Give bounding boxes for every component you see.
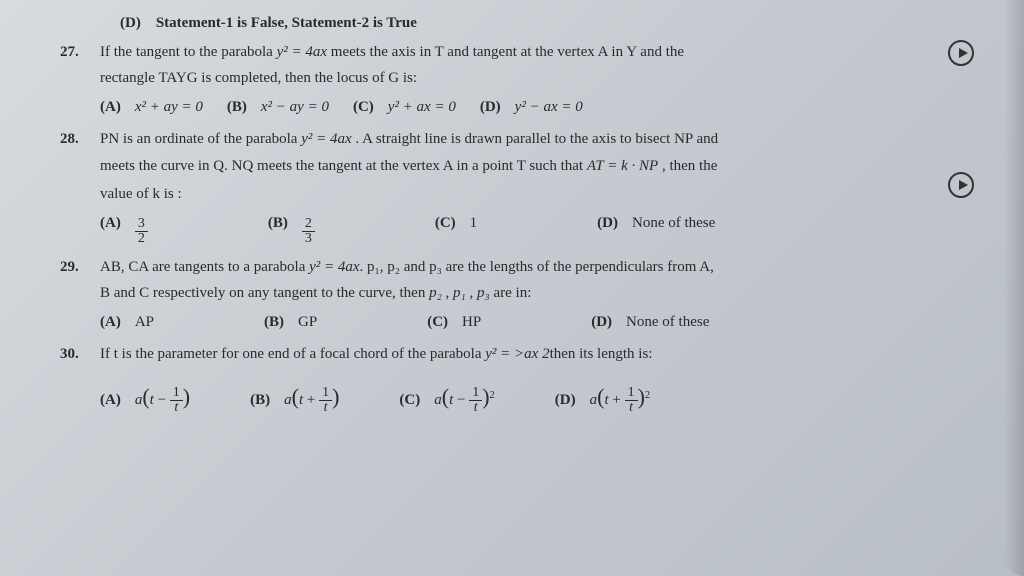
- option-b: (B)x² − ay = 0: [227, 96, 329, 119]
- option-a: (A)x² + ay = 0: [100, 96, 203, 119]
- fraction: 23: [302, 217, 315, 246]
- option-b: (B)GP: [264, 311, 317, 334]
- play-icon: [948, 40, 974, 66]
- opt-label: (D): [120, 15, 141, 31]
- opt-text: Statement-1 is False, Statement-2 is Tru…: [156, 15, 417, 31]
- question-text: If the tangent to the parabola y² = 4ax …: [100, 41, 984, 64]
- option-c: (C)y² + ax = 0: [353, 96, 456, 119]
- math-expr: a(t − 1t)2: [434, 380, 495, 415]
- option-a: (A) a(t − 1t): [100, 380, 190, 415]
- question-29-options: (A)AP (B)GP (C)HP (D)None of these: [100, 311, 984, 334]
- question-text: If t is the parameter for one end of a f…: [100, 343, 984, 366]
- option-d: (D)y² − ax = 0: [480, 96, 583, 119]
- option-b: (B) a(t + 1t): [250, 380, 339, 415]
- question-27-cont: rectangle TAYG is completed, then the lo…: [100, 67, 984, 90]
- question-29: 29. AB, CA are tangents to a parabola y²…: [60, 256, 984, 279]
- question-number: 29.: [60, 256, 100, 279]
- question-28-cont2: value of k is :: [100, 183, 984, 206]
- question-number: 27.: [60, 41, 100, 64]
- question-27-options: (A)x² + ay = 0 (B)x² − ay = 0 (C)y² + ax…: [100, 96, 984, 119]
- option-b: (B) 23: [268, 212, 315, 246]
- question-text: PN is an ordinate of the parabola y² = 4…: [100, 128, 984, 151]
- option-d: (D)None of these: [597, 212, 715, 246]
- exam-page: (D) Statement-1 is False, Statement-2 is…: [60, 12, 984, 415]
- question-30: 30. If t is the parameter for one end of…: [60, 343, 984, 366]
- option-d: (D) a(t + 1t)2: [555, 380, 650, 415]
- option-c: (C) a(t − 1t)2: [399, 380, 494, 415]
- question-28-cont: meets the curve in Q. NQ meets the tange…: [100, 155, 984, 178]
- math-expr: a(t + 1t)2: [590, 380, 651, 415]
- question-number: 30.: [60, 343, 100, 366]
- option-d: (D)None of these: [591, 311, 709, 334]
- option-c: (C)HP: [427, 311, 481, 334]
- question-29-cont: B and C respectively on any tangent to t…: [100, 282, 984, 305]
- fraction: 32: [135, 217, 148, 246]
- page-curl: [1004, 0, 1024, 576]
- question-text: AB, CA are tangents to a parabola y² = 4…: [100, 256, 984, 279]
- option-a: (A)AP: [100, 311, 154, 334]
- question-27: 27. If the tangent to the parabola y² = …: [60, 41, 984, 64]
- math-expr: a(t + 1t): [284, 380, 339, 415]
- previous-option-d: (D) Statement-1 is False, Statement-2 is…: [120, 12, 984, 35]
- math-expr: a(t − 1t): [135, 380, 190, 415]
- question-28-options: (A) 32 (B) 23 (C)1 (D)None of these: [100, 212, 984, 246]
- question-28: 28. PN is an ordinate of the parabola y²…: [60, 128, 984, 151]
- question-number: 28.: [60, 128, 100, 151]
- play-icon: [948, 172, 974, 198]
- question-30-options: (A) a(t − 1t) (B) a(t + 1t) (C) a(t − 1t…: [100, 380, 984, 415]
- option-a: (A) 32: [100, 212, 148, 246]
- option-c: (C)1: [435, 212, 477, 246]
